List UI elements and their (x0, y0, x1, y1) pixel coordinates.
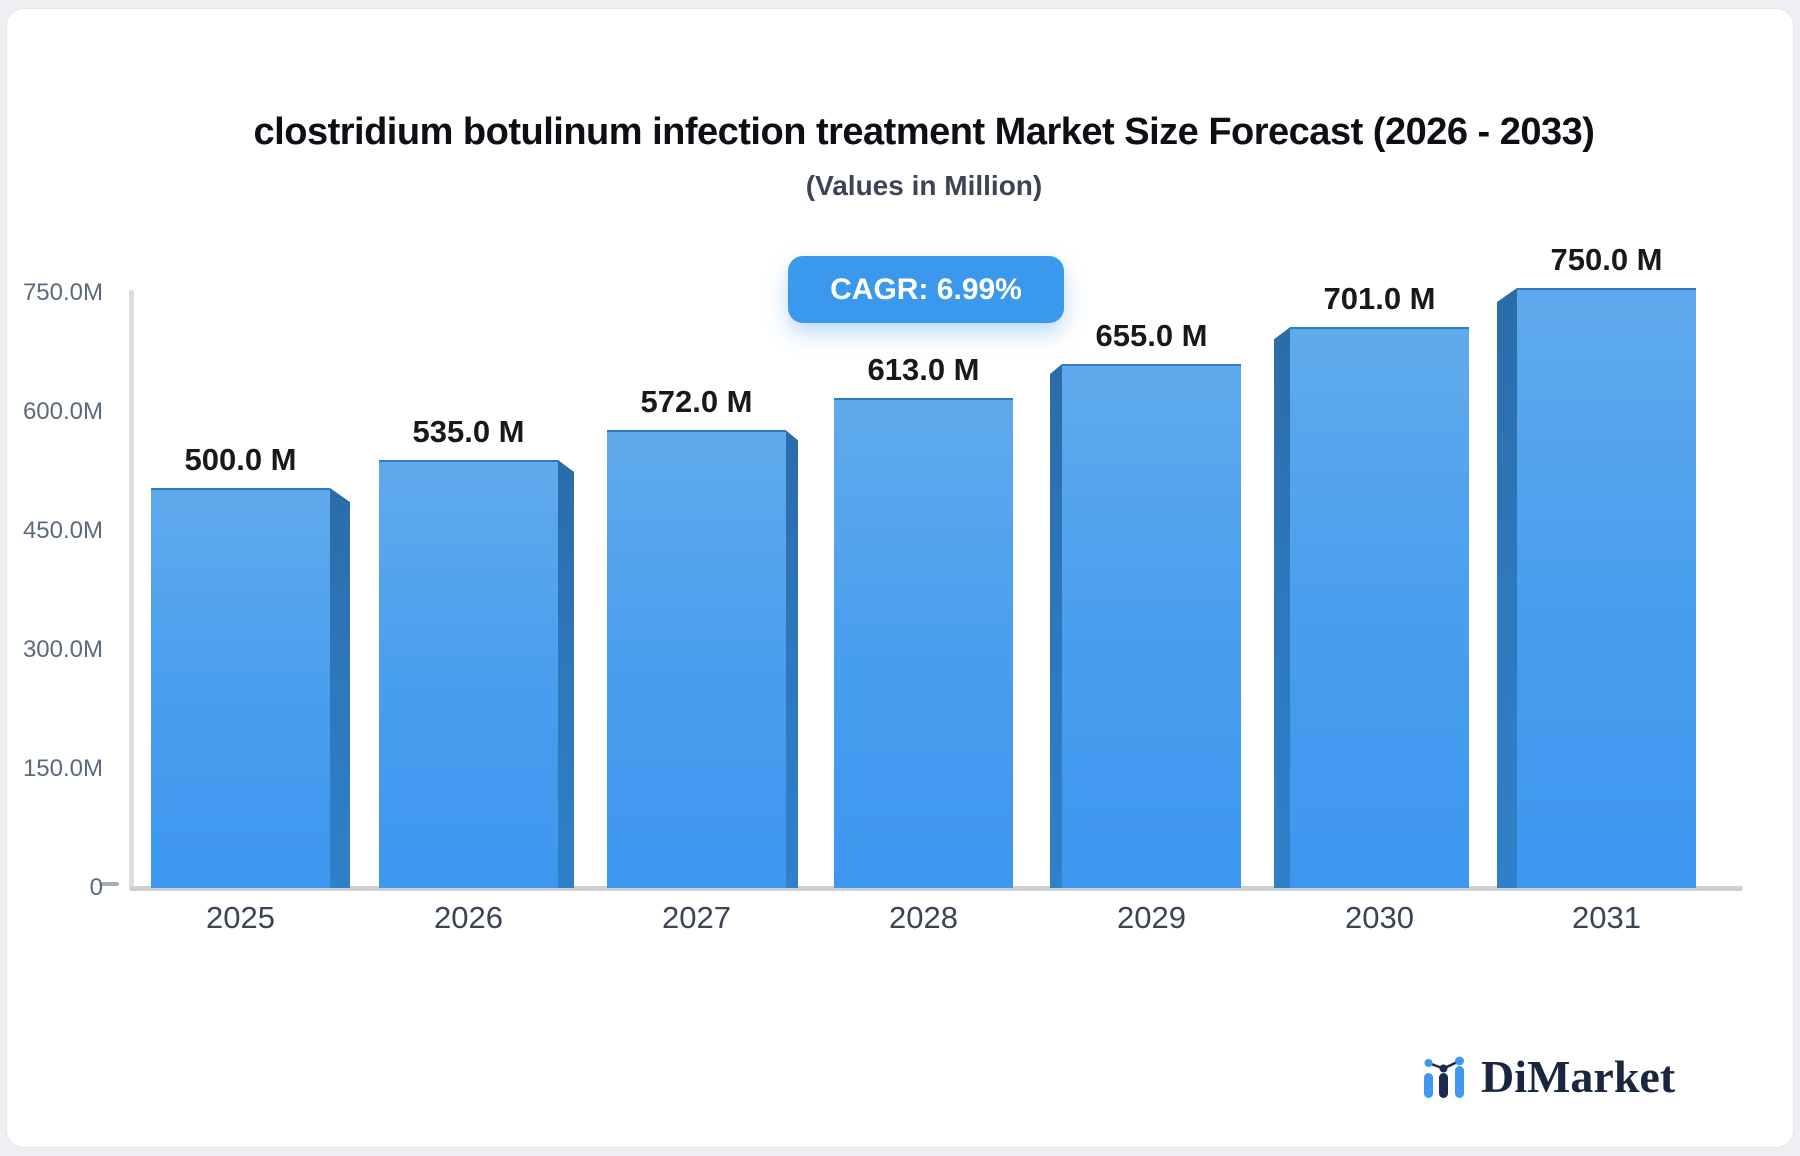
y-axis-label: 600.0M (22, 398, 103, 425)
y-axis-label: 150.0M (22, 755, 103, 782)
x-axis-label-2025: 2025 (206, 900, 275, 935)
x-axis-label-2031: 2031 (1572, 900, 1641, 935)
bar-side-face (1050, 364, 1062, 888)
y-axis-line (129, 290, 134, 888)
bar-2029 (1062, 364, 1241, 888)
bar-value-label: 535.0 M (412, 414, 525, 449)
y-axis-label: 450.0M (22, 517, 103, 544)
bar-value-label: 613.0 M (867, 351, 980, 387)
zero-tick-mark (101, 882, 119, 886)
bar-2031 (1517, 288, 1696, 888)
x-axis-label-2028: 2028 (889, 900, 958, 935)
bar-2025 (151, 488, 330, 888)
logo-text: DiMarket (1481, 1051, 1676, 1102)
x-axis-label-2027: 2027 (662, 900, 731, 935)
cagr-badge: CAGR: 6.99% (788, 256, 1064, 323)
plot-area: 750.0M 600.0M 450.0M 300.0M 150.0M 0 500.0 M 20… (23, 242, 1743, 935)
bar-side-face (786, 430, 798, 888)
dimarket-logo: DiMarket (1423, 1045, 1676, 1102)
y-axis-label: 0 (89, 874, 103, 901)
cagr-badge-label: CAGR: 6.99% (830, 272, 1022, 306)
chart-title: clostridium botulinum infection treatmen… (253, 111, 1595, 153)
y-axis-label: 750.0M (22, 279, 103, 306)
bar-side-face (330, 488, 350, 888)
bar-2028 (834, 397, 1013, 888)
bar-value-label: 500.0 M (184, 442, 297, 477)
x-axis-label-2030: 2030 (1345, 900, 1414, 935)
y-axis-label: 300.0M (22, 636, 103, 663)
bar-2027 (607, 430, 786, 888)
bar-2026 (379, 460, 558, 888)
bar-side-face (1274, 327, 1290, 888)
bar-line-chart-icon (1424, 1056, 1464, 1098)
x-axis-line (129, 886, 1743, 891)
bar-2030 (1290, 327, 1469, 888)
bar-value-label: 655.0 M (1095, 318, 1208, 353)
bar-side-face (1497, 288, 1517, 888)
x-axis-label-2026: 2026 (434, 900, 503, 935)
chart-subtitle: (Values in Million) (805, 170, 1043, 201)
bar-value-label: 701.0 M (1323, 281, 1436, 317)
bar-value-label: 750.0 M (1550, 242, 1663, 277)
bar-side-face (558, 460, 574, 888)
x-axis-label-2029: 2029 (1117, 900, 1186, 935)
bar-value-label: 572.0 M (640, 384, 753, 420)
chart-card: clostridium botulinum infection treatmen… (6, 8, 1794, 1148)
